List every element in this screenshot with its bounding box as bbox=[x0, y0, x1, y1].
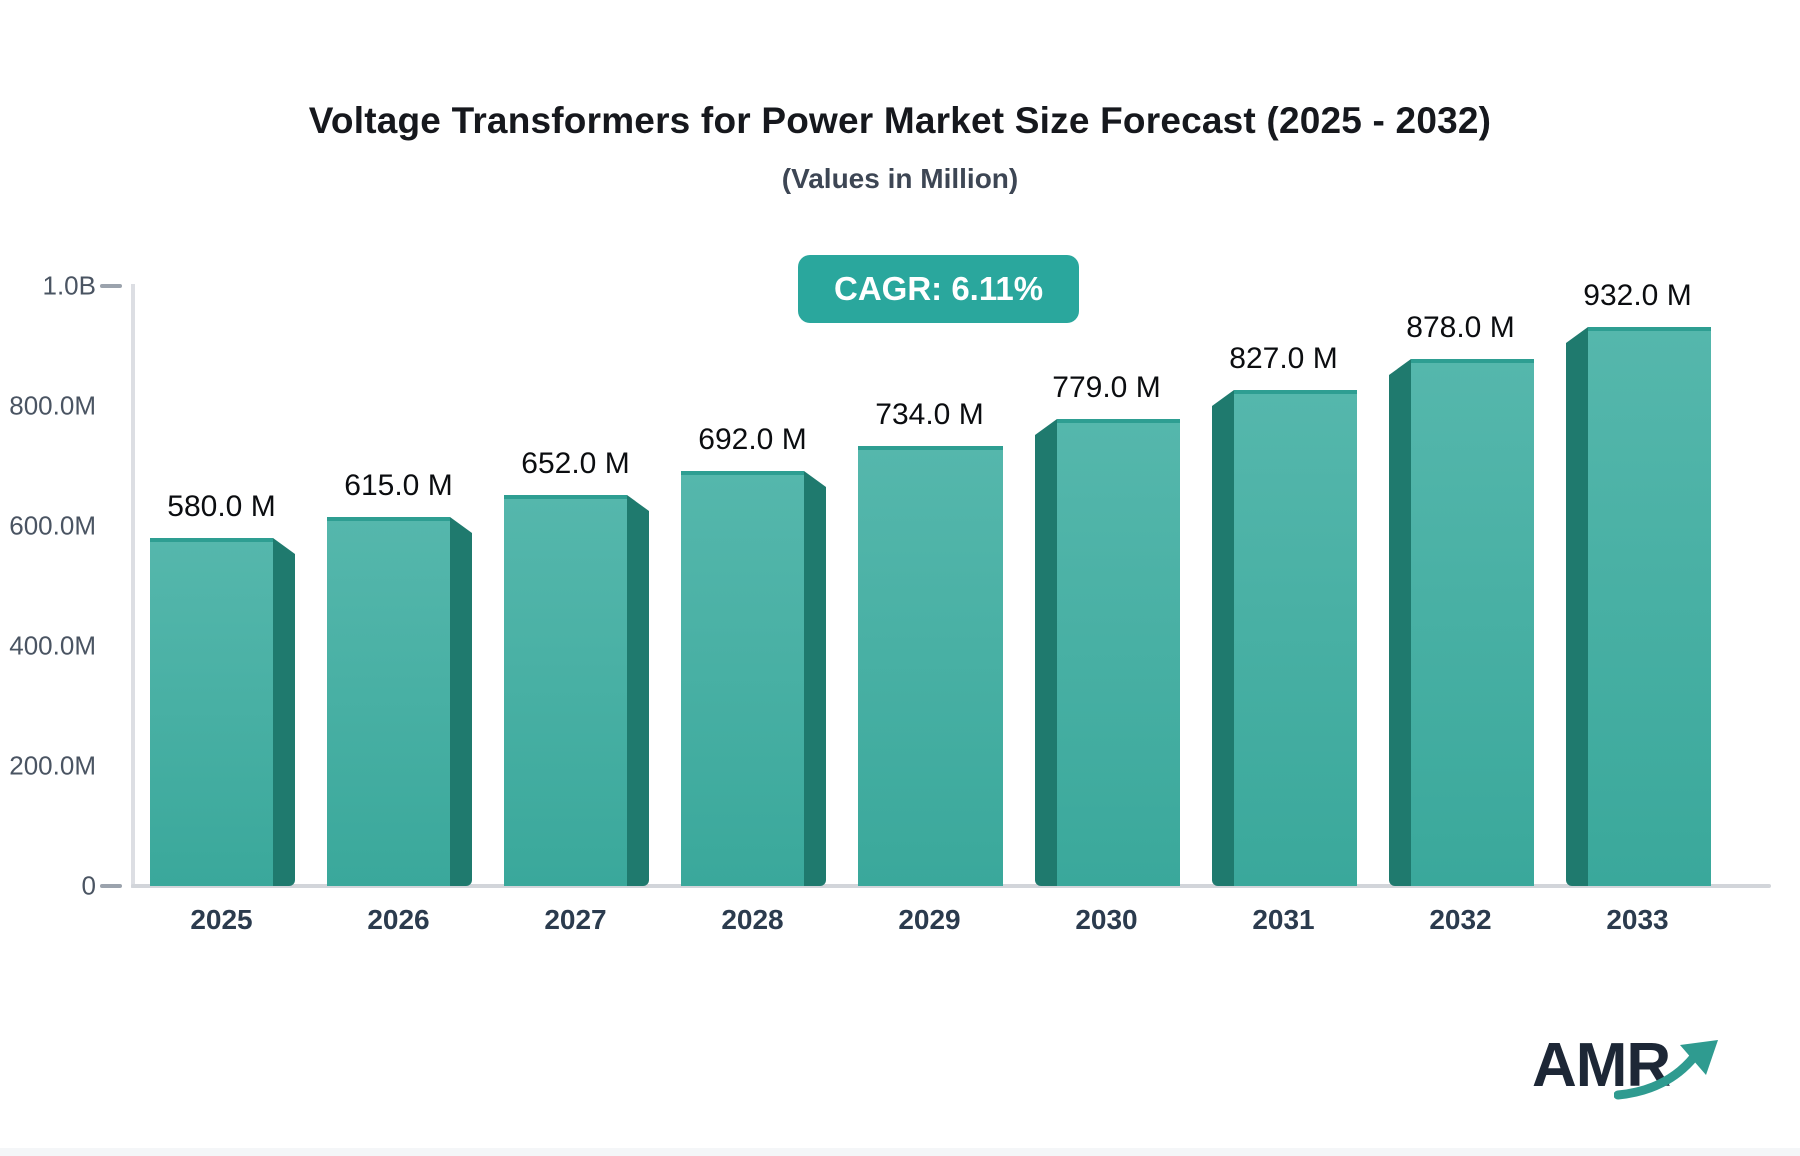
bar-value-label: 692.0 M bbox=[698, 423, 807, 456]
bar-group: 932.0 M bbox=[1549, 279, 1726, 886]
bar bbox=[327, 517, 450, 886]
bar-group: 878.0 M bbox=[1372, 311, 1549, 886]
bar bbox=[150, 538, 273, 886]
cagr-badge: CAGR: 6.11% bbox=[798, 255, 1080, 323]
x-axis-label: 2031 bbox=[1252, 904, 1315, 935]
bar bbox=[1234, 390, 1357, 886]
y-tick-dash bbox=[100, 884, 122, 888]
x-axis-label: 2026 bbox=[367, 904, 430, 935]
bar-side-face bbox=[1035, 419, 1057, 886]
x-axis-label: 2025 bbox=[190, 904, 253, 935]
bar bbox=[1588, 327, 1711, 886]
bar-value-label: 615.0 M bbox=[344, 469, 453, 502]
bar-value-label: 827.0 M bbox=[1229, 342, 1338, 375]
x-axis-label: 2030 bbox=[1075, 904, 1138, 935]
x-axis-baseline bbox=[131, 884, 1771, 888]
y-tick-label: 400.0M bbox=[9, 630, 96, 661]
bar-side-face bbox=[273, 538, 295, 886]
bar-side-face bbox=[1566, 327, 1588, 886]
bar bbox=[504, 495, 627, 886]
y-tick-dash bbox=[100, 284, 122, 288]
x-axis-label: 2032 bbox=[1429, 904, 1492, 935]
bar-value-label: 580.0 M bbox=[167, 490, 276, 523]
bar bbox=[1411, 359, 1534, 886]
x-axis-label: 2033 bbox=[1606, 904, 1669, 935]
bar-value-label: 734.0 M bbox=[875, 398, 984, 431]
bar-side-face bbox=[627, 495, 649, 886]
y-tick-label: 200.0M bbox=[9, 750, 96, 781]
amr-logo: AMR bbox=[1532, 1035, 1722, 1115]
bar-side-face bbox=[804, 471, 826, 886]
cagr-badge-label: CAGR: 6.11% bbox=[834, 270, 1044, 307]
chart-subtitle: (Values in Million) bbox=[781, 163, 1019, 194]
y-tick-label: 800.0M bbox=[9, 390, 96, 421]
x-axis-label: 2028 bbox=[721, 904, 784, 935]
bar-value-label: 652.0 M bbox=[521, 447, 630, 480]
bar-side-face bbox=[1212, 390, 1234, 886]
bar-value-label: 932.0 M bbox=[1583, 279, 1692, 312]
bottom-strip bbox=[0, 1148, 1800, 1156]
bar-group: 580.0 M bbox=[133, 490, 310, 886]
bar-group: 779.0 M bbox=[1018, 371, 1195, 886]
bar bbox=[858, 446, 1003, 886]
y-tick-label: 0 bbox=[81, 870, 96, 901]
bar-group: 652.0 M bbox=[487, 447, 664, 886]
y-axis-line bbox=[131, 284, 135, 888]
y-tick-label: 1.0B bbox=[42, 270, 97, 301]
growth-arrow-icon bbox=[1614, 1040, 1718, 1100]
bar-group: 734.0 M bbox=[841, 398, 1018, 886]
bar-group: 827.0 M bbox=[1195, 342, 1372, 886]
bar-group: 692.0 M bbox=[664, 423, 841, 886]
bar bbox=[681, 471, 804, 886]
y-tick-label: 600.0M bbox=[9, 510, 96, 541]
x-axis-label: 2029 bbox=[898, 904, 961, 935]
bar-side-face bbox=[450, 517, 472, 886]
bar-side-face bbox=[1389, 359, 1411, 886]
bar-value-label: 878.0 M bbox=[1406, 311, 1515, 344]
bar-group: 615.0 M bbox=[310, 469, 487, 886]
chart-title: Voltage Transformers for Power Market Si… bbox=[308, 100, 1492, 141]
x-axis-label: 2027 bbox=[544, 904, 607, 935]
bar bbox=[1057, 419, 1180, 886]
bar-value-label: 779.0 M bbox=[1052, 371, 1161, 404]
